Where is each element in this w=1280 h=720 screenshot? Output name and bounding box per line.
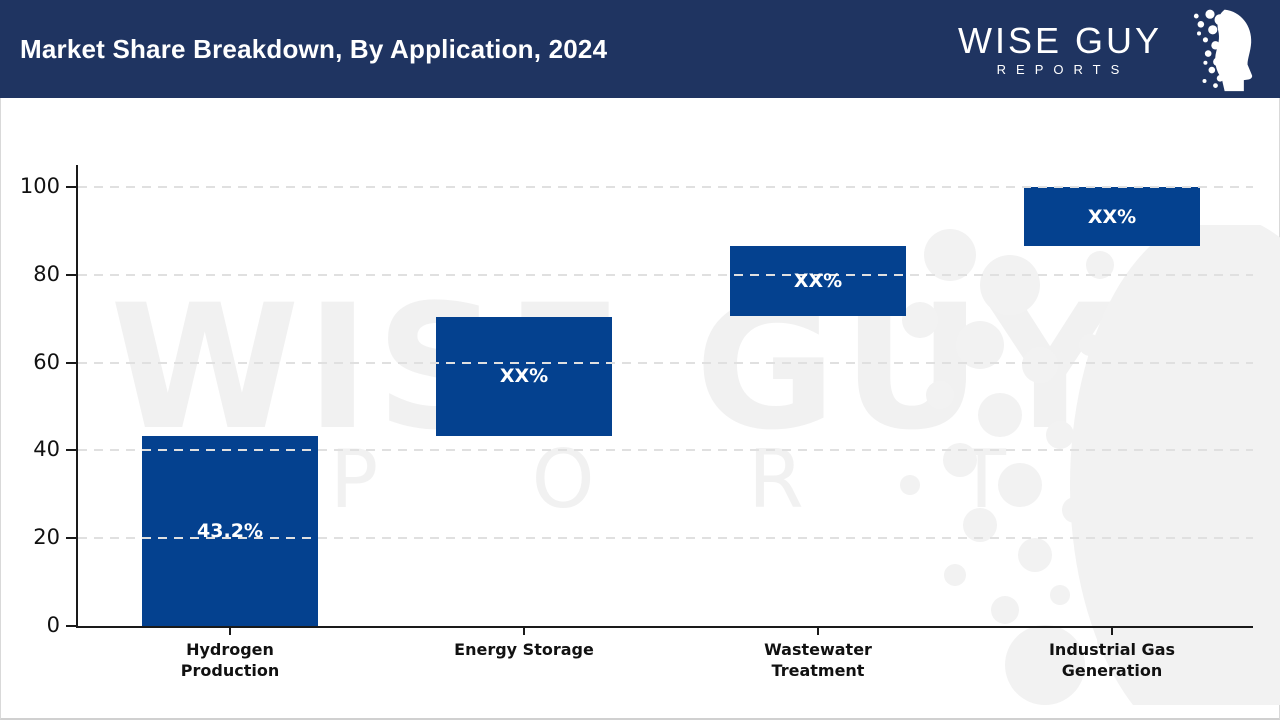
bar [142,436,318,626]
y-tick-label: 20 [33,525,60,550]
watermark-face-icon [900,225,1280,705]
y-tick [66,449,76,452]
logo-wordmark: WISE GUY REPORTS [957,19,1162,77]
y-axis-spine [76,165,78,628]
x-tick-label: Hydrogen Production [180,640,280,680]
logo-face-icon [1193,9,1253,92]
gridline [78,273,1253,276]
logo-wordmark-line1: WISE GUY [957,19,1162,61]
bar-value-label: XX% [499,365,549,388]
logo-wordmark-line2: REPORTS [996,61,1130,77]
bar-value-label: 43.2% [197,520,263,543]
y-tick [66,273,76,276]
page-title: Market Share Breakdown, By Application, … [20,33,608,64]
y-tick-label: 0 [46,613,60,637]
x-axis-spine [76,626,1253,628]
x-tick-label: Industrial Gas Generation [1048,640,1176,680]
wise-guy-reports-logo: WISE GUY REPORTS [958,6,1256,92]
y-tick [66,361,76,364]
x-tick [229,628,231,635]
bar [436,316,612,437]
x-tick [1111,628,1113,635]
gridline [78,537,1253,540]
gridline [78,449,1253,452]
header: Market Share Breakdown, By Application, … [0,0,1280,98]
gridline [78,186,1253,188]
y-tick-label: 80 [33,261,60,286]
y-tick [66,625,76,627]
y-tick [66,186,76,188]
x-tick [817,628,819,635]
bar-value-label: XX% [793,270,843,293]
y-tick-label: 60 [33,349,60,374]
x-tick-label: Wastewater Treatment [764,640,872,680]
bar [730,246,906,317]
x-tick-label: Energy Storage [454,640,594,659]
x-tick [523,628,525,635]
bar [1024,187,1200,247]
gridline [78,361,1253,364]
bar-value-label: XX% [1087,205,1137,228]
y-tick [66,537,76,540]
y-tick-label: 40 [33,437,60,462]
y-tick-label: 100 [19,174,60,198]
